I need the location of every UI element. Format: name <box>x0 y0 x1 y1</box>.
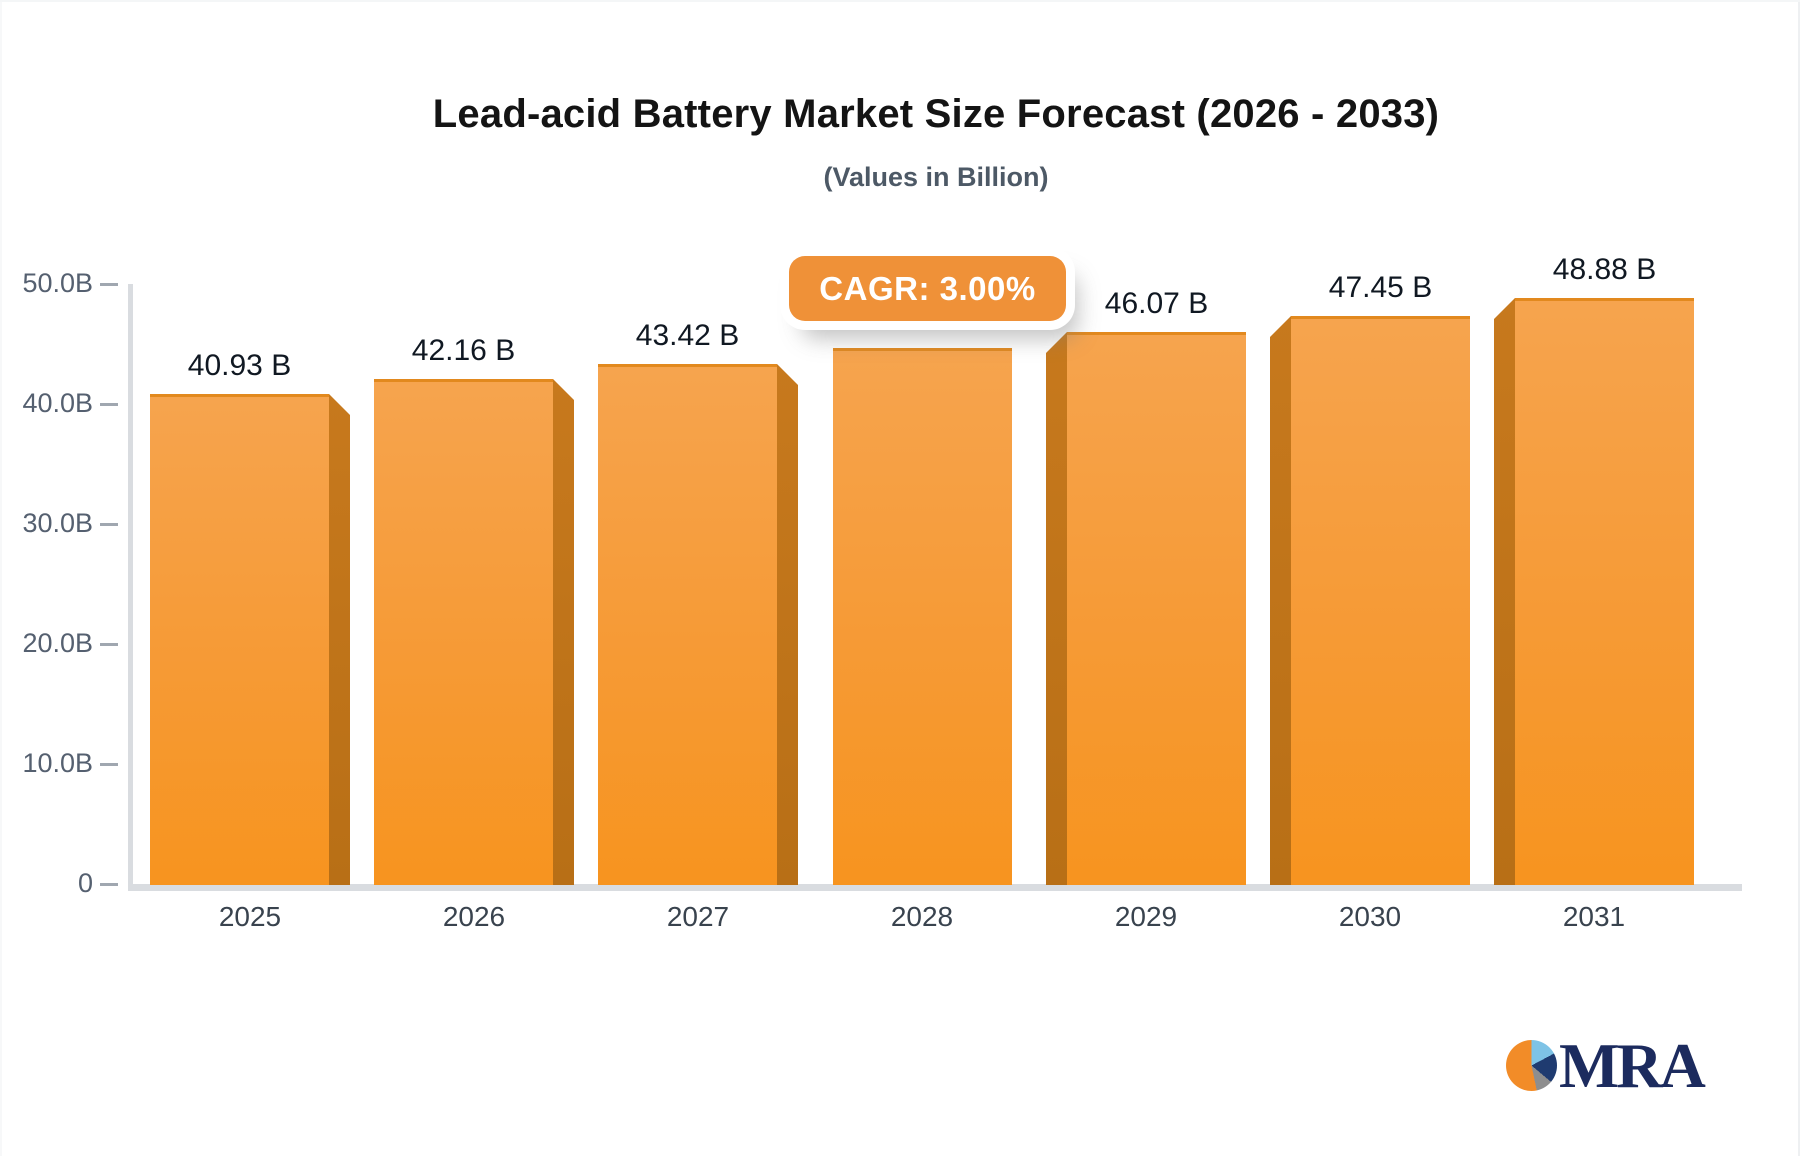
y-axis-tick <box>100 523 118 526</box>
y-axis-tick <box>100 763 118 766</box>
y-axis-tick <box>100 883 118 886</box>
bar-value-label-2025: 40.93 B <box>187 349 292 382</box>
x-axis-label-2025: 2025 <box>218 901 282 932</box>
mra-logo-text: MRA <box>1559 1030 1706 1101</box>
bar-value-label-2031: 48.88 B <box>1552 253 1657 286</box>
bar-side-2025 <box>329 394 350 885</box>
bar-2029[interactable] <box>1067 332 1246 885</box>
chart-subtitle: (Values in Billion) <box>823 162 1049 192</box>
bar-value-label-2029: 46.07 B <box>1104 287 1209 320</box>
bar-value-label-2030: 47.45 B <box>1328 271 1433 304</box>
y-axis-line <box>128 284 133 891</box>
bar-side-2027 <box>777 364 798 885</box>
y-axis-tick-label: 10.0B <box>22 748 93 778</box>
bar-2025[interactable] <box>150 394 329 885</box>
bar-side-2026 <box>553 379 574 885</box>
x-axis-label-2028: 2028 <box>890 901 954 932</box>
bar-2027[interactable] <box>598 364 777 885</box>
bar-2030[interactable] <box>1291 316 1470 885</box>
bar-value-label-2026: 42.16 B <box>411 334 516 367</box>
x-axis-label-2031: 2031 <box>1562 901 1626 932</box>
bar-side-2031 <box>1494 298 1515 885</box>
bar-2028[interactable] <box>832 348 1012 885</box>
chart-title: Lead-acid Battery Market Size Forecast (… <box>432 92 1440 136</box>
y-axis-tick-label: 30.0B <box>22 508 93 538</box>
bar-2026[interactable] <box>374 379 553 885</box>
y-axis-tick <box>100 403 118 406</box>
y-axis-tick-label: 20.0B <box>22 628 93 658</box>
x-axis-label-2030: 2030 <box>1338 901 1402 932</box>
y-axis-tick-label: 40.0B <box>22 388 93 418</box>
bar-value-label-2027: 43.42 B <box>635 319 740 352</box>
cagr-badge: CAGR: 3.00% <box>789 256 1066 321</box>
x-axis-baseline <box>128 884 1742 891</box>
bar-2031[interactable] <box>1515 298 1694 885</box>
y-axis-tick <box>100 283 118 286</box>
y-axis-tick-label: 0 <box>77 868 93 898</box>
x-axis-label-2027: 2027 <box>666 901 730 932</box>
bar-side-2029 <box>1046 332 1067 885</box>
y-axis-tick <box>100 643 118 646</box>
pie-chart-icon <box>1506 1040 1557 1091</box>
x-axis-label-2029: 2029 <box>1114 901 1178 932</box>
mra-logo: MRA <box>1506 1030 1706 1101</box>
x-axis-label-2026: 2026 <box>442 901 506 932</box>
cagr-badge-label: CAGR: 3.00% <box>819 269 1036 307</box>
bar-side-2030 <box>1270 316 1291 885</box>
y-axis-tick-label: 50.0B <box>22 268 93 298</box>
